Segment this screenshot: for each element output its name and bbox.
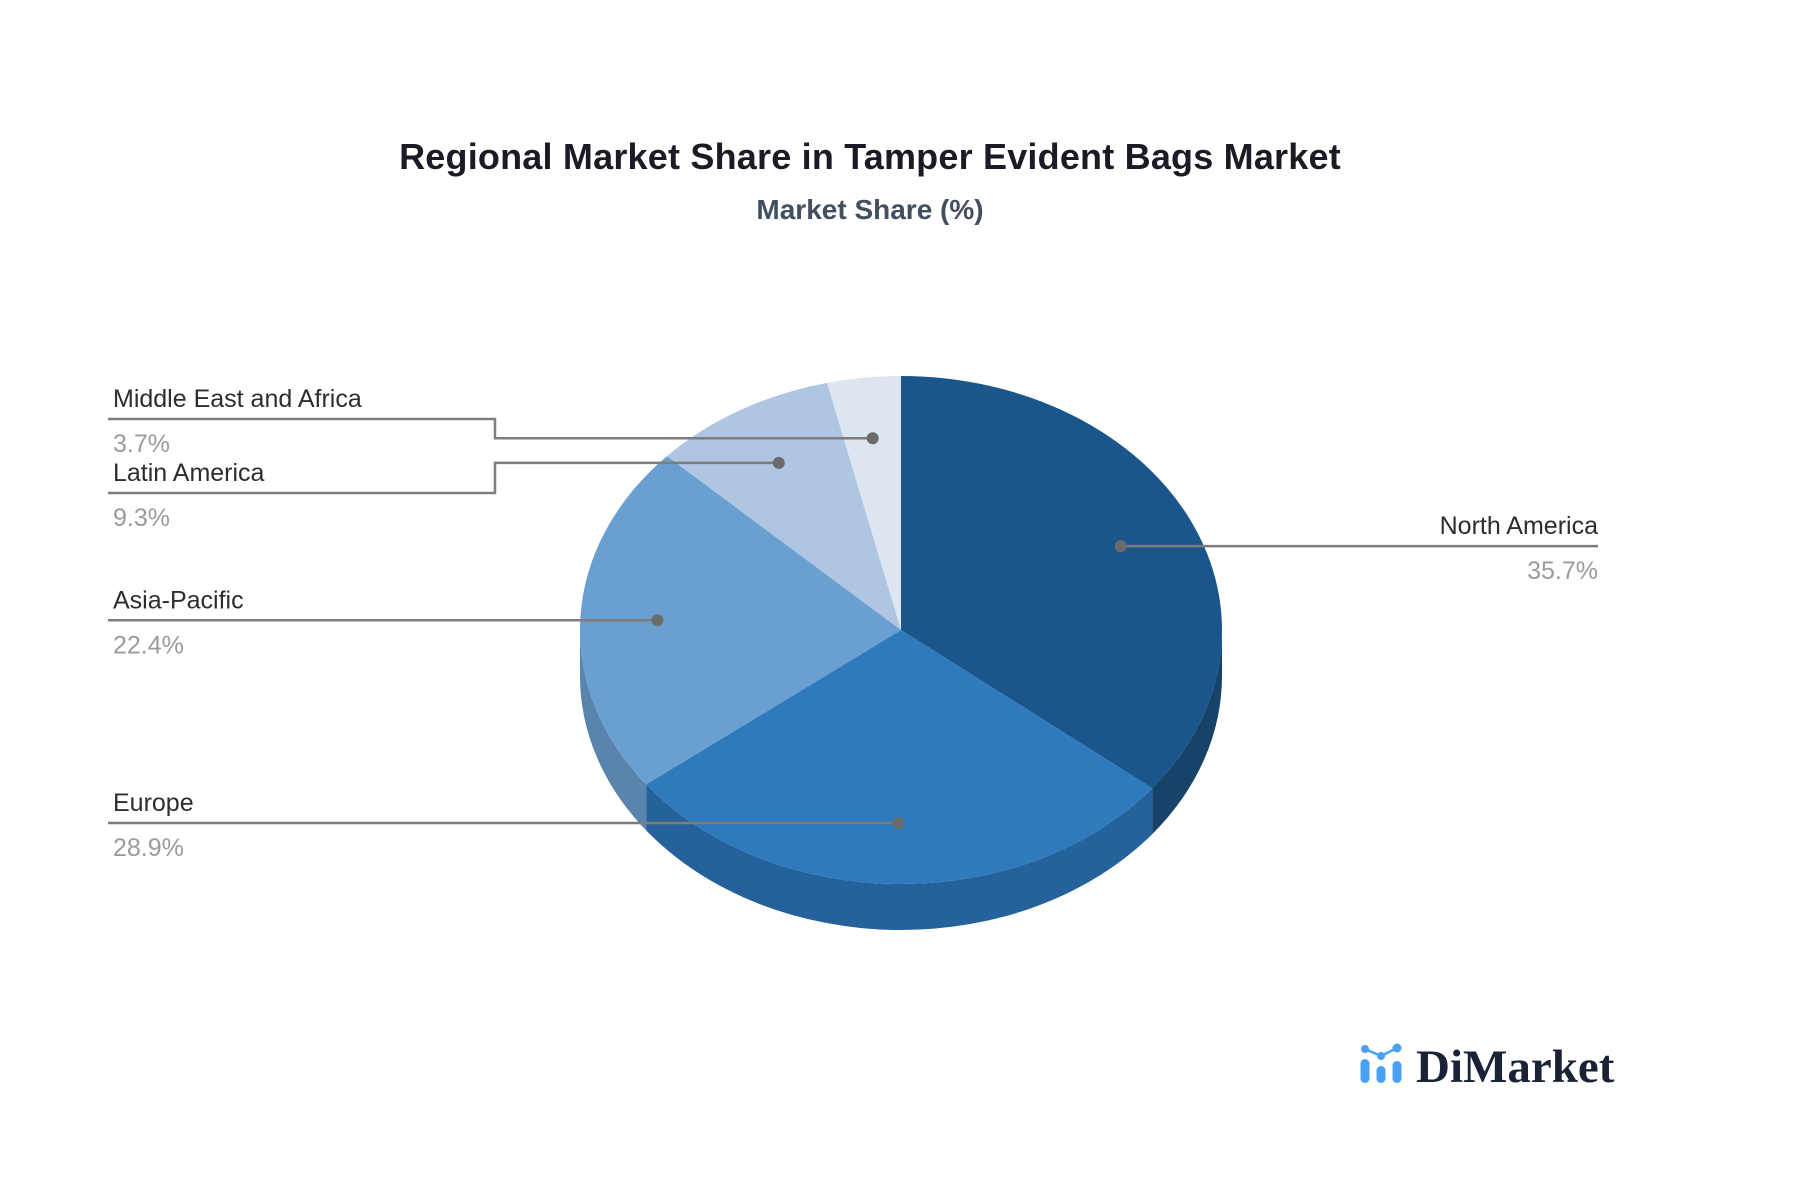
pie-slice-asia-pacific[interactable] [579,456,901,785]
slice-percent-north-america: 35.7% [1527,557,1598,585]
slice-percent-latin-america: 9.3% [113,504,170,532]
slice-percent-middle-east-and-africa: 3.7% [113,430,170,458]
pie-slice-latin-america[interactable] [667,382,901,630]
slice-percent-europe: 28.9% [113,834,184,862]
logo-bars-icon [1360,1043,1402,1084]
connector-dot-north-america [1114,540,1127,553]
pie-slice-side-north-america [1152,630,1222,835]
pie-slice-north-america[interactable] [901,376,1222,789]
slice-label-north-america: North America [1440,512,1598,540]
chart-title: Regional Market Share in Tamper Evident … [399,136,1341,177]
slice-label-middle-east-and-africa: Middle East and Africa [113,385,362,413]
brand-logo: DiMarket [1358,1040,1614,1094]
connector-dot-middle-east-and-africa [866,432,879,445]
slice-percent-asia-pacific: 22.4% [113,631,184,659]
chart-subtitle: Market Share (%) [756,194,984,225]
connector-line-latin-america [108,461,779,495]
slice-label-asia-pacific: Asia-Pacific [113,586,244,614]
pie-slice-side-asia-pacific [580,630,647,831]
connector-dot-europe [892,817,905,830]
brand-logo-text: DiMarket [1416,1041,1615,1093]
pie-slice-europe[interactable] [646,630,1153,885]
slice-label-europe: Europe [113,789,194,817]
connector-line-middle-east-and-africa [108,417,873,440]
pie-slice-side-europe [646,784,1153,930]
slice-label-latin-america: Latin America [113,459,265,487]
connector-dot-latin-america [772,456,785,469]
connector-dot-asia-pacific [651,614,664,627]
